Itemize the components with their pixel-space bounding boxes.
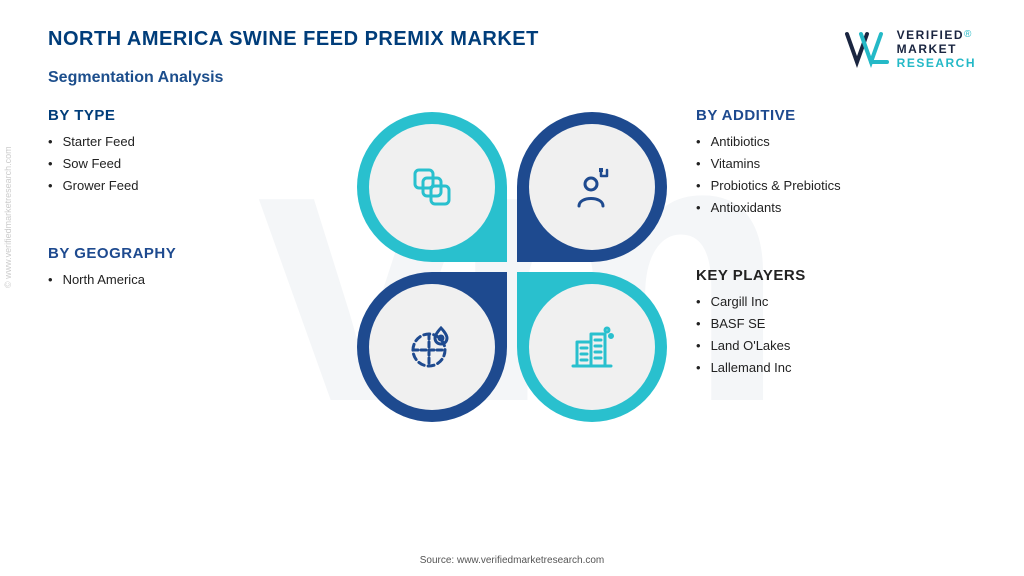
list-item: Antioxidants: [696, 200, 976, 215]
segment-title: BY ADDITIVE: [696, 107, 976, 124]
petal-diagram: [357, 112, 667, 422]
segment-title: KEY PLAYERS: [696, 267, 976, 284]
segment-geography: BY GEOGRAPHY North America: [48, 245, 328, 287]
petal-top-left: [357, 112, 507, 262]
segment-title: BY TYPE: [48, 107, 328, 124]
segment-title: BY GEOGRAPHY: [48, 245, 328, 262]
segment-key-players: KEY PLAYERS Cargill Inc BASF SE Land O'Lak…: [696, 267, 976, 375]
petal-top-right: [517, 112, 667, 262]
list-item: Grower Feed: [48, 178, 328, 193]
logo: VERIFIED® MARKET RESEARCH: [843, 28, 976, 72]
list-item: Land O'Lakes: [696, 338, 976, 353]
segment-list: Antibiotics Vitamins Probiotics & Prebioti…: [696, 134, 976, 215]
buildings-icon: [567, 322, 617, 372]
list-item: BASF SE: [696, 316, 976, 331]
squares-icon: [407, 162, 457, 212]
subtitle: Segmentation Analysis: [48, 69, 539, 87]
segment-list: Starter Feed Sow Feed Grower Feed: [48, 134, 328, 193]
logo-text: VERIFIED® MARKET RESEARCH: [897, 29, 976, 70]
list-item: Sow Feed: [48, 156, 328, 171]
list-item: Starter Feed: [48, 134, 328, 149]
list-item: Lallemand Inc: [696, 360, 976, 375]
page-title: NORTH AMERICA SWINE FEED PREMIX MARKET: [48, 28, 539, 51]
source-text: Source: www.verifiedmarketresearch.com: [420, 555, 605, 566]
person-icon: [567, 162, 617, 212]
segment-list: Cargill Inc BASF SE Land O'Lakes Lallemand …: [696, 294, 976, 375]
list-item: Vitamins: [696, 156, 976, 171]
segment-additive: BY ADDITIVE Antibiotics Vitamins Probiotic…: [696, 107, 976, 215]
logo-mark-icon: [843, 28, 891, 72]
list-item: Cargill Inc: [696, 294, 976, 309]
list-item: Antibiotics: [696, 134, 976, 149]
petal-bottom-left: [357, 272, 507, 422]
list-item: North America: [48, 272, 328, 287]
petal-bottom-right: [517, 272, 667, 422]
segment-type: BY TYPE Starter Feed Sow Feed Grower Feed: [48, 107, 328, 193]
segment-list: North America: [48, 272, 328, 287]
header: NORTH AMERICA SWINE FEED PREMIX MARKET S…: [48, 28, 976, 87]
list-item: Probiotics & Prebiotics: [696, 178, 976, 193]
globe-pin-icon: [407, 322, 457, 372]
